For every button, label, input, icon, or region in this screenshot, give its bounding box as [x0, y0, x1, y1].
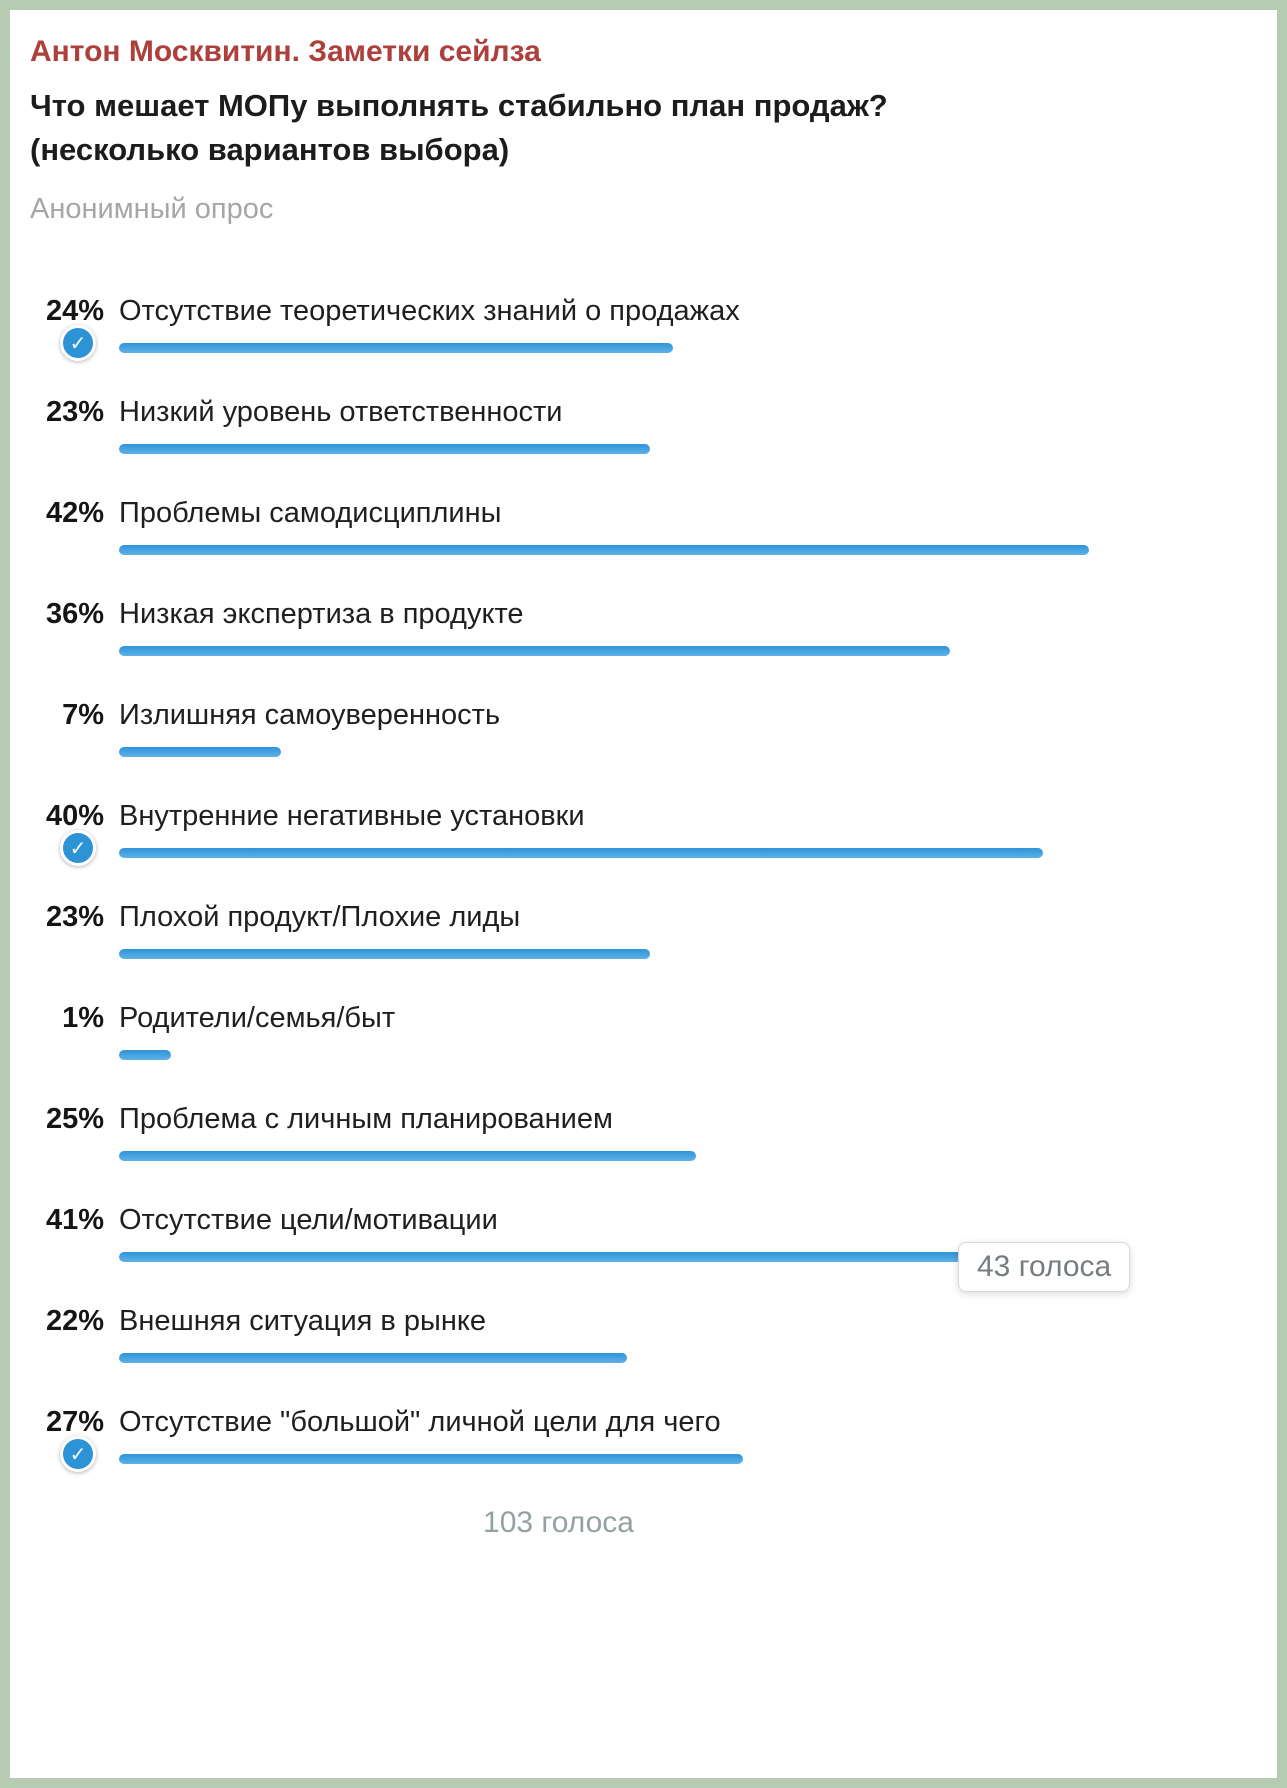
option-bar-track: [119, 747, 1257, 757]
option-bar: [119, 949, 650, 959]
option-text-row: 40% Внутренние негативные установки: [30, 797, 1257, 835]
poll-option[interactable]: 24% Отсутствие теоретических знаний о пр…: [30, 292, 1257, 361]
option-text-row: 27% Отсутствие "большой" личной цели для…: [30, 1403, 1257, 1441]
poll-option[interactable]: 22% Внешняя ситуация в рынке: [30, 1302, 1257, 1363]
option-text-row: 36% Низкая экспертиза в продукте: [30, 595, 1257, 633]
option-label: Проблема с личным планированием: [119, 1103, 613, 1135]
channel-name[interactable]: Антон Москвитин. Заметки сейлза: [30, 35, 541, 68]
poll-option[interactable]: 25% Проблема с личным планированием: [30, 1100, 1257, 1161]
option-label: Родители/семья/быт: [119, 1002, 396, 1034]
poll-option[interactable]: 1% Родители/семья/быт: [30, 999, 1257, 1060]
option-percent: 1%: [62, 1002, 104, 1034]
poll-message: Антон Москвитин. Заметки сейлза Что меша…: [10, 10, 1277, 1778]
poll-option[interactable]: 23% Плохой продукт/Плохие лиды: [30, 898, 1257, 959]
poll-options: 24% Отсутствие теоретических знаний о пр…: [30, 292, 1257, 1472]
poll-option[interactable]: 36% Низкая экспертиза в продукте: [30, 595, 1257, 656]
poll-question-line-1: Что мешает МОПу выполнять стабильно план…: [30, 88, 888, 123]
option-label: Отсутствие "большой" личной цели для чег…: [119, 1406, 721, 1438]
option-bar: [119, 747, 281, 757]
option-bar-track: [119, 1151, 1257, 1161]
option-bar-track: [119, 444, 1257, 454]
option-text-row: 7% Излишняя самоуверенность: [30, 696, 1257, 734]
option-percent: 42%: [45, 497, 104, 529]
option-text-row: 42% Проблемы самодисциплины: [30, 494, 1257, 532]
option-text-row: 23% Низкий уровень ответственности: [30, 393, 1257, 431]
poll-type-label: Анонимный опрос: [30, 193, 274, 225]
option-percent: 22%: [45, 1305, 104, 1337]
option-label: Плохой продукт/Плохие лиды: [119, 901, 521, 933]
poll-question: Что мешает МОПу выполнять стабильно план…: [30, 84, 1257, 172]
voted-check-icon: ✓: [60, 1436, 96, 1472]
option-text-row: 25% Проблема с личным планированием: [30, 1100, 1257, 1138]
poll-option[interactable]: 40% Внутренние негативные установки ✓: [30, 797, 1257, 866]
option-percent: 24%: [45, 295, 104, 327]
option-text-row: 22% Внешняя ситуация в рынке: [30, 1302, 1257, 1340]
option-label: Внешняя ситуация в рынке: [119, 1305, 487, 1337]
option-bar-track: [119, 646, 1257, 656]
option-bar-track: [119, 343, 1257, 353]
poll-option[interactable]: 42% Проблемы самодисциплины: [30, 494, 1257, 555]
option-percent: 7%: [62, 699, 104, 731]
option-label: Излишняя самоуверенность: [119, 699, 501, 731]
option-label: Отсутствие теоретических знаний о продаж…: [119, 295, 740, 327]
option-label: Низкий уровень ответственности: [119, 396, 563, 428]
option-percent: 23%: [45, 396, 104, 428]
option-bar: [119, 848, 1043, 858]
option-bar-track: [119, 1050, 1257, 1060]
votes-tooltip: 43 голоса: [958, 1242, 1131, 1292]
option-bar: [119, 646, 950, 656]
option-percent: 36%: [45, 598, 104, 630]
option-text-row: 41% Отсутствие цели/мотивации: [30, 1201, 1257, 1239]
option-text-row: 1% Родители/семья/быт: [30, 999, 1257, 1037]
option-bar: [119, 444, 650, 454]
option-bar: [119, 1454, 743, 1464]
option-percent: 27%: [45, 1406, 104, 1438]
option-bar: [119, 545, 1089, 555]
option-bar-track: [119, 545, 1257, 555]
option-text-row: 24% Отсутствие теоретических знаний о пр…: [30, 292, 1257, 330]
option-label: Внутренние негативные установки: [119, 800, 585, 832]
option-label: Проблемы самодисциплины: [119, 497, 502, 529]
voted-check-icon: ✓: [60, 325, 96, 361]
poll-option[interactable]: 27% Отсутствие "большой" личной цели для…: [30, 1403, 1257, 1472]
poll-option[interactable]: 41% Отсутствие цели/мотивации: [30, 1201, 1257, 1262]
option-percent: 40%: [45, 800, 104, 832]
option-bar: [119, 1050, 171, 1060]
option-percent: 41%: [45, 1204, 104, 1236]
option-bar-track: [119, 949, 1257, 959]
option-bar-track: [119, 1454, 1257, 1464]
option-percent: 25%: [45, 1103, 104, 1135]
option-text-row: 23% Плохой продукт/Плохие лиды: [30, 898, 1257, 936]
total-votes: 103 голоса: [483, 1506, 634, 1539]
poll-option[interactable]: 23% Низкий уровень ответственности: [30, 393, 1257, 454]
voted-check-icon: ✓: [60, 830, 96, 866]
option-bar: [119, 1151, 696, 1161]
option-percent: 23%: [45, 901, 104, 933]
poll-question-line-2: (несколько вариантов выбора): [30, 132, 510, 167]
option-label: Низкая экспертиза в продукте: [119, 598, 524, 630]
option-bar: [119, 1252, 1066, 1262]
option-bar-track: [119, 1252, 1257, 1262]
option-bar: [119, 343, 673, 353]
option-bar-track: [119, 848, 1257, 858]
poll-option[interactable]: 7% Излишняя самоуверенность: [30, 696, 1257, 757]
option-label: Отсутствие цели/мотивации: [119, 1204, 498, 1236]
option-bar: [119, 1353, 627, 1363]
option-bar-track: [119, 1353, 1257, 1363]
